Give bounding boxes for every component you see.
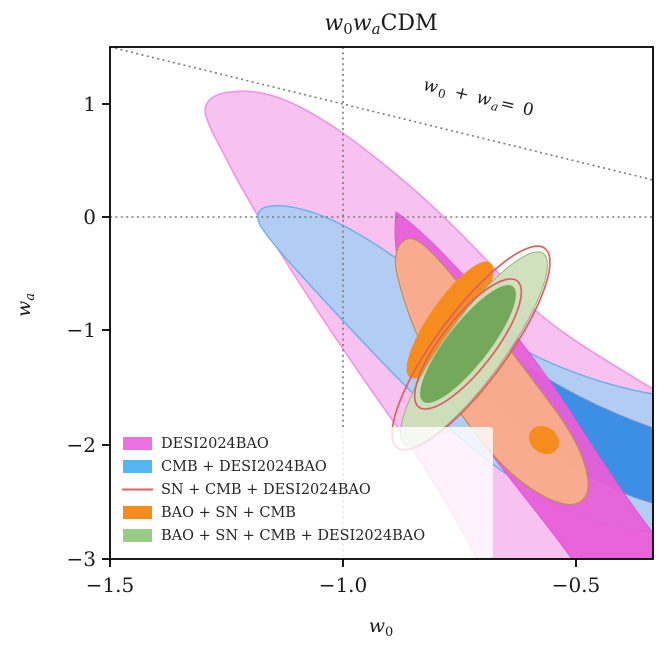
diagonal-annotation: w0 + wa= 0 bbox=[421, 75, 537, 123]
legend-swatch-bao-sn-cmb bbox=[123, 506, 152, 519]
legend-item-sn-cmb-desi: SN + CMB + DESI2024BAO bbox=[122, 482, 371, 498]
legend-swatch-desi bbox=[123, 437, 152, 450]
legend-item-combined: BAO + SN + CMB + DESI2024BAO bbox=[123, 528, 425, 544]
legend-label-combined: BAO + SN + CMB + DESI2024BAO bbox=[161, 528, 425, 544]
legend-item-cmb-desi: CMB + DESI2024BAO bbox=[123, 459, 327, 475]
x-tick-label-1: −1.5 bbox=[86, 573, 135, 597]
legend-label-desi: DESI2024BAO bbox=[161, 436, 269, 452]
legend: DESI2024BAO CMB + DESI2024BAO SN + CMB +… bbox=[113, 427, 493, 558]
legend-background bbox=[113, 427, 493, 558]
legend-swatch-combined bbox=[123, 529, 152, 542]
plot-title: w0waCDM bbox=[324, 11, 437, 38]
w0-plus-wa-zero-refline bbox=[109, 46, 654, 181]
y-tick-label-4: −2 bbox=[67, 433, 96, 457]
x-tick-label-3: −0.5 bbox=[552, 573, 601, 597]
y-tick-label-2: 0 bbox=[83, 205, 96, 229]
legend-item-bao-sn-cmb: BAO + SN + CMB bbox=[123, 505, 296, 521]
x-tick-labels: −1.5 −1.0 −0.5 bbox=[86, 573, 601, 597]
axes-frame bbox=[109, 46, 654, 560]
x-axis-label: w0 bbox=[369, 615, 394, 640]
sn-cmb-desi-1sigma-line bbox=[413, 278, 523, 410]
y-tick-label-5: −3 bbox=[67, 547, 96, 571]
y-axis-label: wa bbox=[13, 293, 38, 317]
x-tick-label-2: −1.0 bbox=[319, 573, 368, 597]
bao-sn-cmb-1sigma-island bbox=[528, 425, 560, 455]
contour-layers bbox=[204, 90, 653, 559]
combined-1sigma-contour bbox=[420, 285, 516, 403]
legend-item-desi: DESI2024BAO bbox=[123, 436, 269, 452]
legend-label-bao-sn-cmb: BAO + SN + CMB bbox=[161, 505, 296, 521]
legend-label-cmb-desi: CMB + DESI2024BAO bbox=[161, 459, 327, 475]
axis-ticks bbox=[102, 103, 577, 567]
legend-swatch-cmb-desi bbox=[123, 460, 152, 473]
y-tick-label-3: −1 bbox=[67, 318, 96, 342]
legend-label-sn-cmb-desi: SN + CMB + DESI2024BAO bbox=[161, 482, 371, 498]
y-tick-label-1: 1 bbox=[83, 92, 96, 116]
y-tick-labels: 1 0 −1 −2 −3 bbox=[67, 92, 96, 571]
